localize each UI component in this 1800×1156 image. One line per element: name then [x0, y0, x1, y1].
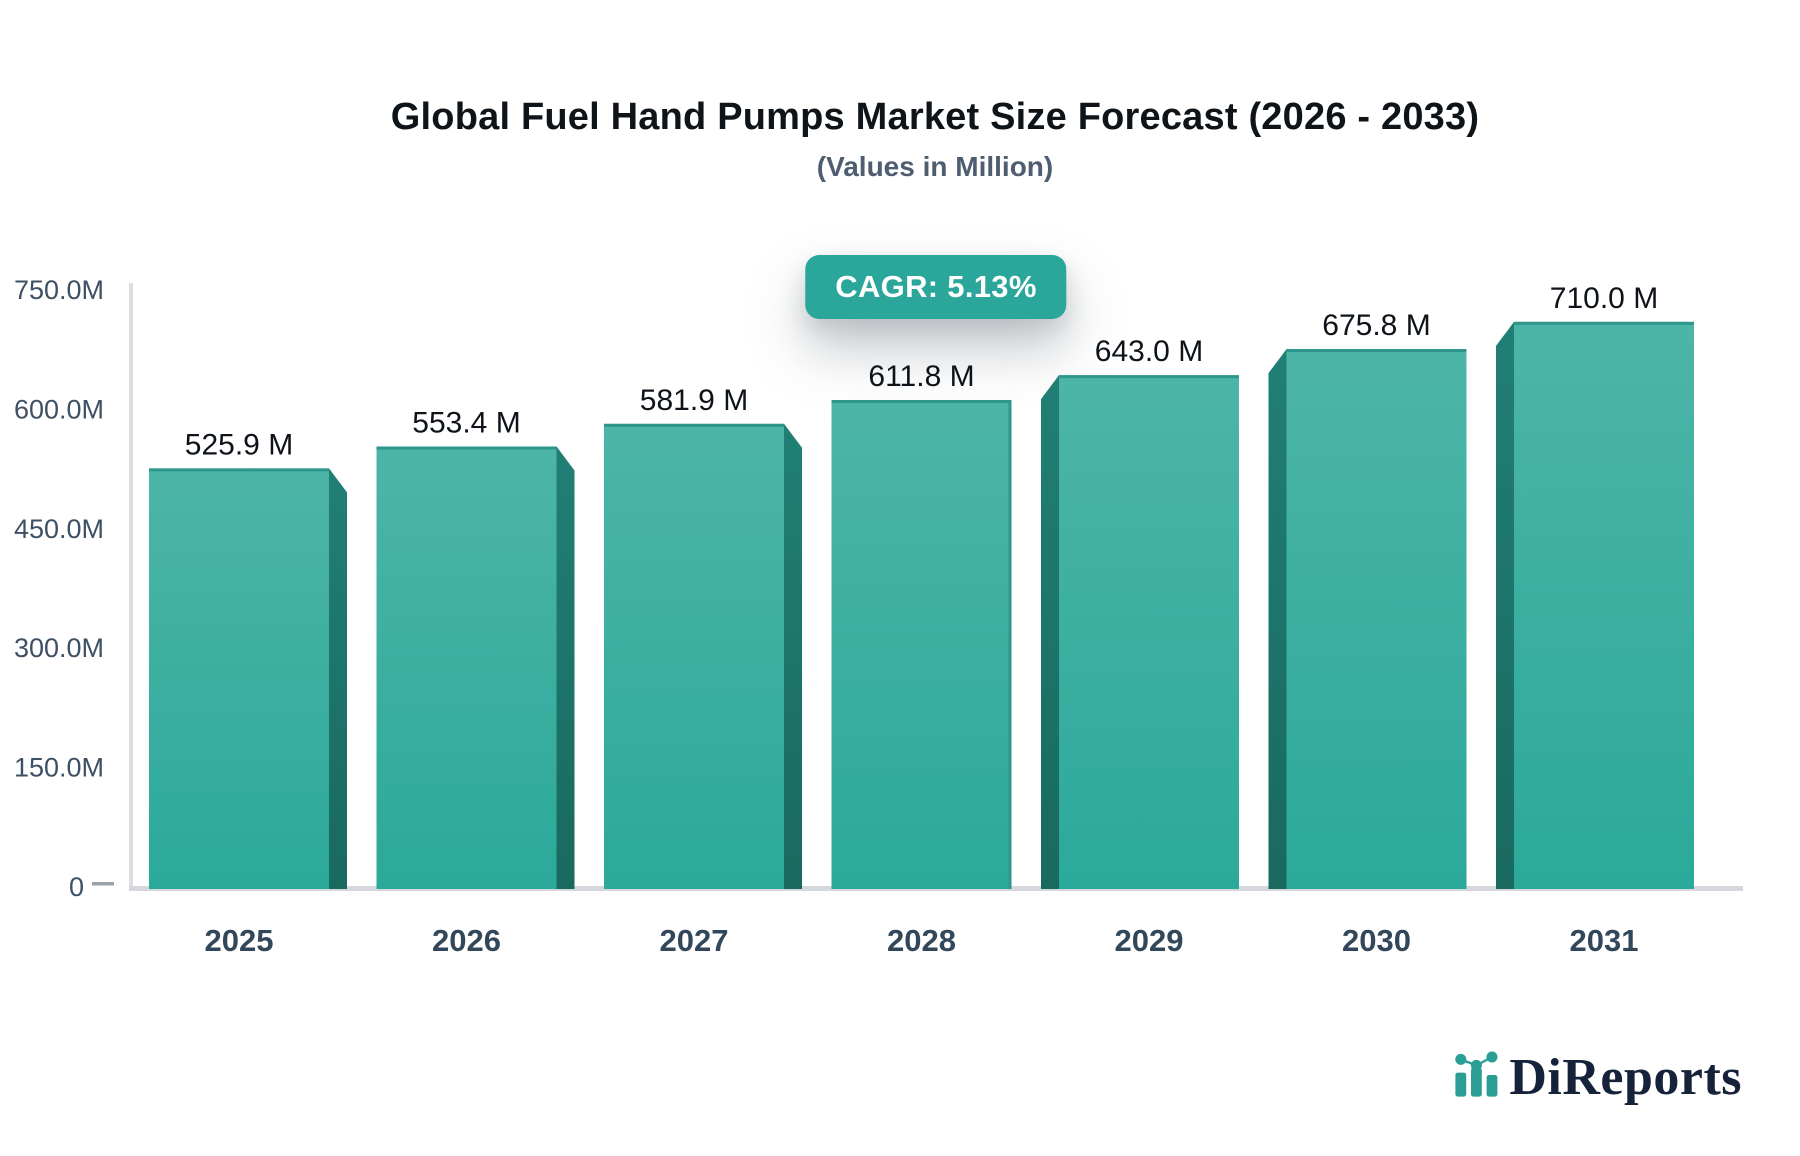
y-tick-label: 300.0M [14, 633, 104, 663]
bar-2028 [831, 400, 1012, 889]
bar-right-edge [1008, 400, 1012, 889]
bar-top-edge [604, 423, 784, 427]
bar-top-edge [376, 446, 557, 450]
bar-value-label: 525.9 M [185, 428, 293, 461]
bar-value-label: 675.8 M [1322, 309, 1430, 342]
x-axis-label: 2030 [1342, 923, 1411, 958]
logo-dot [1471, 1059, 1483, 1071]
bar-value-label: 581.9 M [640, 384, 748, 417]
logo-text: DiReports [1509, 1049, 1742, 1106]
bar-2029 [1041, 375, 1239, 889]
x-axis-label: 2029 [1115, 923, 1184, 958]
bar-side-face [1268, 349, 1287, 889]
bar-face [1059, 375, 1239, 889]
bar-side-face [329, 468, 347, 889]
x-axis-label: 2028 [887, 923, 956, 958]
bar-2025 [149, 468, 347, 889]
labels: 525.9 M 2025 553.4 M 2026 581.9 M 2027 611.8 M… [185, 282, 1658, 958]
bar-face [831, 400, 1012, 889]
bar-chart-trend-icon [1455, 1051, 1498, 1097]
bar-2027 [604, 423, 802, 889]
zero-tick-mark [92, 882, 114, 886]
bar-value-label: 611.8 M [868, 360, 974, 393]
bar-side-face [556, 446, 575, 889]
bar-face [1514, 321, 1694, 890]
bar-top-edge [1514, 321, 1694, 325]
bar-2031 [1496, 321, 1694, 890]
bar-top-edge [831, 400, 1012, 404]
bar-top-edge [1286, 349, 1467, 353]
bar-face [149, 468, 329, 889]
y-tick-label: 450.0M [14, 514, 104, 544]
logo-bar [1455, 1072, 1467, 1097]
bar-2030 [1268, 349, 1467, 889]
bar-side-face [1496, 321, 1514, 890]
chart-title: Global Fuel Hand Pumps Market Size Forec… [390, 96, 1480, 138]
y-tick-label: 150.0M [14, 753, 104, 783]
y-tick-label: 0 [69, 872, 84, 902]
bar-face [376, 446, 557, 889]
logo-dot [1486, 1051, 1498, 1063]
bar-top-edge [1059, 375, 1239, 379]
x-axis-label: 2027 [660, 923, 729, 958]
bar-face [1286, 349, 1467, 889]
logo-bar [1486, 1075, 1498, 1097]
chart-header: Global Fuel Hand Pumps Market Size Forec… [130, 0, 1740, 183]
bar-top-edge [149, 468, 329, 472]
bar-value-label: 710.0 M [1550, 282, 1658, 315]
x-axis-label: 2025 [205, 923, 274, 958]
y-tick-label: 750.0M [14, 275, 104, 305]
y-tick-label: 600.0M [14, 394, 104, 424]
bar-face [604, 423, 784, 889]
logo-bar [1471, 1067, 1483, 1097]
x-axis-label: 2031 [1570, 923, 1639, 958]
bar-side-face [784, 423, 802, 889]
bar-side-face [1041, 375, 1059, 889]
bar-value-label: 643.0 M [1095, 335, 1203, 368]
bars [149, 321, 1694, 890]
chart-subtitle: (Values in Million) [816, 151, 1054, 182]
cagr-badge: CAGR: 5.13% [805, 255, 1067, 319]
bar-value-label: 553.4 M [412, 406, 520, 439]
x-axis-label: 2026 [432, 923, 501, 958]
y-axis-line [129, 283, 133, 891]
direports-logo: DiReports [1453, 1046, 1742, 1104]
logo-dot [1455, 1053, 1467, 1065]
bar-2026 [376, 446, 575, 889]
